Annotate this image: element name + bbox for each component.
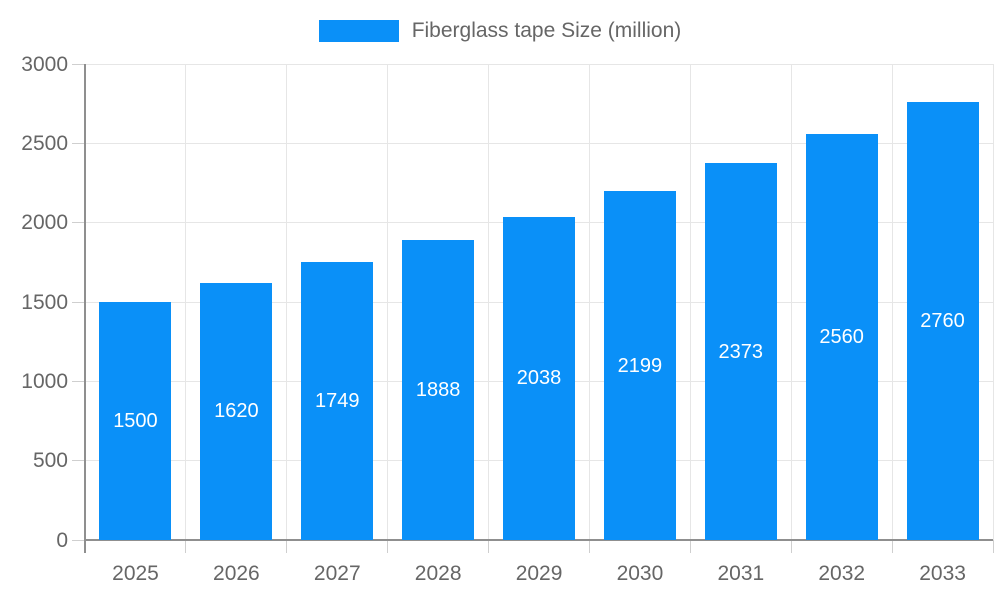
bar-2029[interactable] [503,216,575,540]
x-axis-tick [387,540,389,553]
y-axis-label: 500 [32,449,68,473]
legend[interactable]: Fiberglass tape Size (million) [0,19,1000,43]
x-axis-tick [689,540,691,553]
legend-swatch [318,20,399,42]
y-axis-label: 2000 [21,211,68,235]
x-gridline [488,64,490,540]
x-gridline [588,64,590,540]
x-axis-tick [992,540,994,553]
x-gridline [286,64,288,540]
x-axis-label: 2030 [616,562,664,585]
x-axis-tick [891,540,893,553]
x-axis-label: 2025 [112,562,159,585]
x-axis-tick [488,540,490,553]
legend-label: Fiberglass tape Size (million) [411,19,682,42]
x-axis-label: 2028 [414,562,462,585]
y-gridline [85,63,993,65]
y-axis-tick [72,539,85,541]
x-axis-label: 2029 [515,562,563,585]
y-axis-tick [72,222,85,224]
x-axis-tick [185,540,187,553]
bar-2026[interactable] [200,282,273,540]
x-axis-label: 2031 [717,562,765,585]
x-axis-line [85,539,993,541]
x-gridline [992,64,994,540]
y-axis-line [84,64,86,553]
bar-2027[interactable] [301,262,374,540]
x-gridline [891,64,893,540]
bar-2032[interactable] [805,133,878,540]
y-axis-tick [72,63,85,65]
x-axis-label: 2026 [213,562,260,585]
x-axis-label: 2027 [313,562,361,585]
y-axis-tick [72,460,85,462]
y-axis-label: 1500 [21,290,68,314]
y-axis-tick [72,142,85,144]
x-axis-label: 2033 [919,562,966,585]
y-axis-label: 2500 [21,131,68,155]
x-axis-tick [588,540,590,553]
y-axis-label: 3000 [21,52,68,76]
y-axis-label: 0 [56,528,68,552]
bar-2025[interactable] [99,302,172,540]
bar-2030[interactable] [603,191,676,540]
bar-2028[interactable] [402,240,475,540]
x-gridline [689,64,691,540]
y-axis-tick [72,301,85,303]
bar-2031[interactable] [704,163,777,540]
bar-2033[interactable] [906,102,979,540]
y-gridline [85,142,993,144]
x-gridline [387,64,389,540]
x-axis-label: 2032 [818,562,866,585]
y-axis-label: 1000 [21,369,68,393]
y-axis-tick [72,380,85,382]
x-axis-tick [790,540,792,553]
x-gridline [185,64,187,540]
x-gridline [790,64,792,540]
x-axis-tick [286,540,288,553]
